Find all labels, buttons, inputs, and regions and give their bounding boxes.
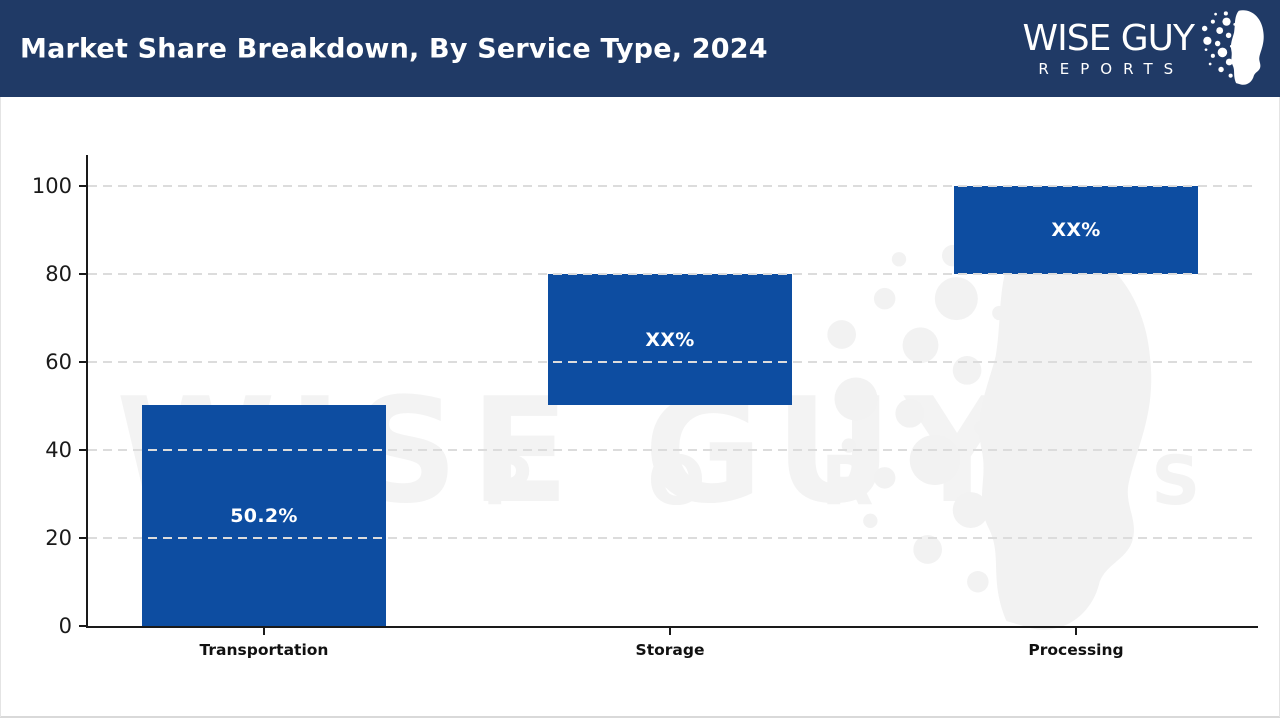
y-tick-label: 0 xyxy=(58,614,72,638)
x-tick-mark xyxy=(263,626,265,635)
wiseguy-face-icon xyxy=(1201,10,1264,85)
chart-canvas: WISE GUY R E P O R T S 0 20 40 60 80 100 50.2%… xyxy=(0,97,1280,720)
x-tick-mark xyxy=(669,626,671,635)
wiseguy-logo: WISE GUY REPORTS xyxy=(1023,5,1269,93)
y-tick-mark xyxy=(79,537,87,539)
y-tick-label: 40 xyxy=(45,438,72,462)
bar-value-label: XX% xyxy=(1051,219,1101,241)
header-band: Market Share Breakdown, By Service Type,… xyxy=(0,0,1280,97)
y-tick-mark xyxy=(79,273,87,275)
bottom-border-line xyxy=(0,716,1280,718)
watermark-face-icon xyxy=(827,238,1152,630)
y-tick-label: 100 xyxy=(31,174,72,198)
x-category-label: Transportation xyxy=(199,641,329,659)
x-tick-mark xyxy=(1075,626,1077,635)
left-border-line xyxy=(0,97,1,717)
logo-wordmark: WISE GUY xyxy=(1022,18,1195,59)
bar-transportation: 50.2% xyxy=(142,405,386,626)
page-title: Market Share Breakdown, By Service Type,… xyxy=(20,33,768,64)
plot-area: 0 20 40 60 80 100 50.2% XX% XX% Transportation Sto… xyxy=(32,155,1258,659)
wiseguy-logo-text: WISE GUY REPORTS xyxy=(1023,19,1195,79)
bar-storage: XX% xyxy=(548,274,792,406)
gridline-y-100 xyxy=(88,185,1256,187)
y-tick-mark xyxy=(79,625,87,627)
gridline-y-40 xyxy=(88,449,1256,451)
logo-subtitle: REPORTS xyxy=(1038,60,1185,78)
bar-processing: XX% xyxy=(954,186,1198,274)
x-category-label: Storage xyxy=(635,641,705,659)
gridline-y-20 xyxy=(88,537,1256,539)
y-tick-label: 60 xyxy=(45,350,72,374)
x-category-label: Processing xyxy=(1028,641,1124,659)
x-axis-spine xyxy=(86,626,1258,628)
bar-value-label: XX% xyxy=(645,328,695,351)
y-tick-mark xyxy=(79,185,87,187)
gridline-y-60 xyxy=(88,361,1256,363)
bar-value-label: 50.2% xyxy=(230,504,298,527)
y-tick-mark xyxy=(79,361,87,363)
y-axis-spine xyxy=(86,155,88,628)
y-tick-label: 80 xyxy=(45,262,72,286)
y-tick-mark xyxy=(79,449,87,451)
y-tick-label: 20 xyxy=(45,526,72,550)
gridline-y-80 xyxy=(88,273,1256,275)
